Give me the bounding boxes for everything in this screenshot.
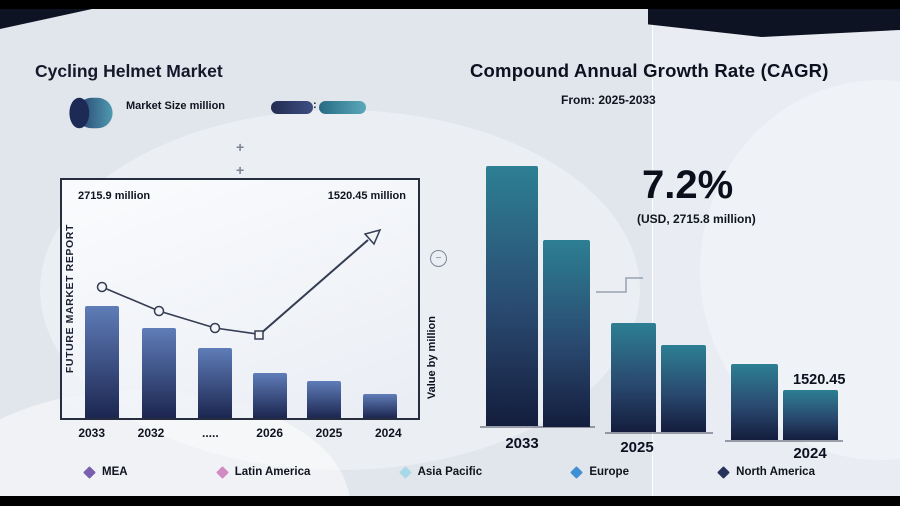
value-annotation-2033: 2715.9 million <box>78 190 151 202</box>
plus-icon: + <box>236 139 245 155</box>
left-axis-year-label: 2026 <box>256 426 283 440</box>
right-axis-year-label: 2033 <box>505 435 539 452</box>
right-chart-baseline <box>725 440 843 442</box>
left-axis-year-label: ..... <box>201 426 219 440</box>
market-size-legend-label: Market Size million <box>126 100 226 112</box>
legend-item-label: Latin America <box>234 466 311 478</box>
legend-item: Europe <box>570 465 629 479</box>
minus-circle-icon: − <box>430 250 447 267</box>
cagr-value: 7.2% <box>642 163 734 207</box>
left-axis-year-label: 2024 <box>374 426 402 440</box>
legend-item: North America <box>717 465 815 479</box>
legend-item: MEA <box>83 465 128 479</box>
left-x-axis-labels: 2033 2032..... 2026 2025 2024 <box>62 426 418 440</box>
right-chart-bar <box>783 390 838 440</box>
value-annotation-2024: 1520.45 million <box>327 190 406 202</box>
left-chart-panel: FUTURE MARKET REPORT 2715.9 million 1520… <box>60 178 420 420</box>
left-chart-bar <box>307 381 341 418</box>
diamond-icon <box>398 465 412 479</box>
left-bars-container <box>62 180 418 418</box>
right-chart-bar <box>486 166 538 426</box>
left-axis-year-label: 2033 <box>78 426 106 440</box>
right-chart-baseline <box>605 432 713 434</box>
decor-pill-teal <box>319 101 366 114</box>
cagr-note: (USD, 2715.8 million) <box>637 212 756 226</box>
left-chart-bar <box>198 348 232 418</box>
left-chart-bar <box>253 373 287 418</box>
value-label-1520: 1520.45 <box>793 372 846 388</box>
right-axis-year-label: 2025 <box>620 439 654 456</box>
left-chart-bar <box>142 328 176 418</box>
right-axis-year-label: 2024 <box>793 445 827 462</box>
right-chart-subtitle: From: 2025-2033 <box>561 93 656 107</box>
decor-step-line <box>596 277 643 293</box>
legend-item: Latin America <box>215 465 311 479</box>
right-chart-bar <box>543 240 590 427</box>
legend-item-label: MEA <box>102 466 128 478</box>
plus-icon: + <box>236 162 245 178</box>
legend-item-label: North America <box>736 466 815 478</box>
trend-line-arrow <box>96 228 382 340</box>
left-axis-year-label: 2025 <box>315 426 343 440</box>
left-chart-bar <box>85 306 119 418</box>
left-chart-title: Cycling Helmet Market <box>35 61 223 81</box>
decor-corner-shape <box>0 9 92 29</box>
y-axis-label-wrap: Value by million <box>426 298 438 418</box>
decor-pill-navy <box>271 101 313 114</box>
decor-top-band <box>0 0 900 9</box>
right-chart-bar <box>661 345 706 432</box>
legend-item-label: Asia Pacific <box>417 466 483 478</box>
right-chart-bar <box>611 323 656 432</box>
minus-glyph: − <box>435 252 442 264</box>
right-chart-title: Compound Annual Growth Rate (CAGR) <box>470 60 829 81</box>
left-axis-year-label: 2032 <box>137 426 165 440</box>
diamond-icon <box>83 465 96 479</box>
diamond-icon <box>215 465 229 479</box>
diamond-icon <box>570 465 584 479</box>
right-chart-baseline <box>480 426 595 428</box>
pill-separator: : <box>313 99 317 111</box>
cylinder-icon <box>69 97 113 129</box>
left-chart-bar <box>363 394 397 418</box>
diamond-icon <box>717 465 731 479</box>
right-chart-bar <box>731 364 778 440</box>
y-axis-label: Value by million <box>426 316 438 400</box>
decor-bottom-band <box>0 496 900 506</box>
legend-item-label: Europe <box>589 466 629 478</box>
region-legend: MEA Latin America Asia Pacific Europe North … <box>83 465 815 479</box>
legend-item: Asia Pacific <box>398 465 483 479</box>
